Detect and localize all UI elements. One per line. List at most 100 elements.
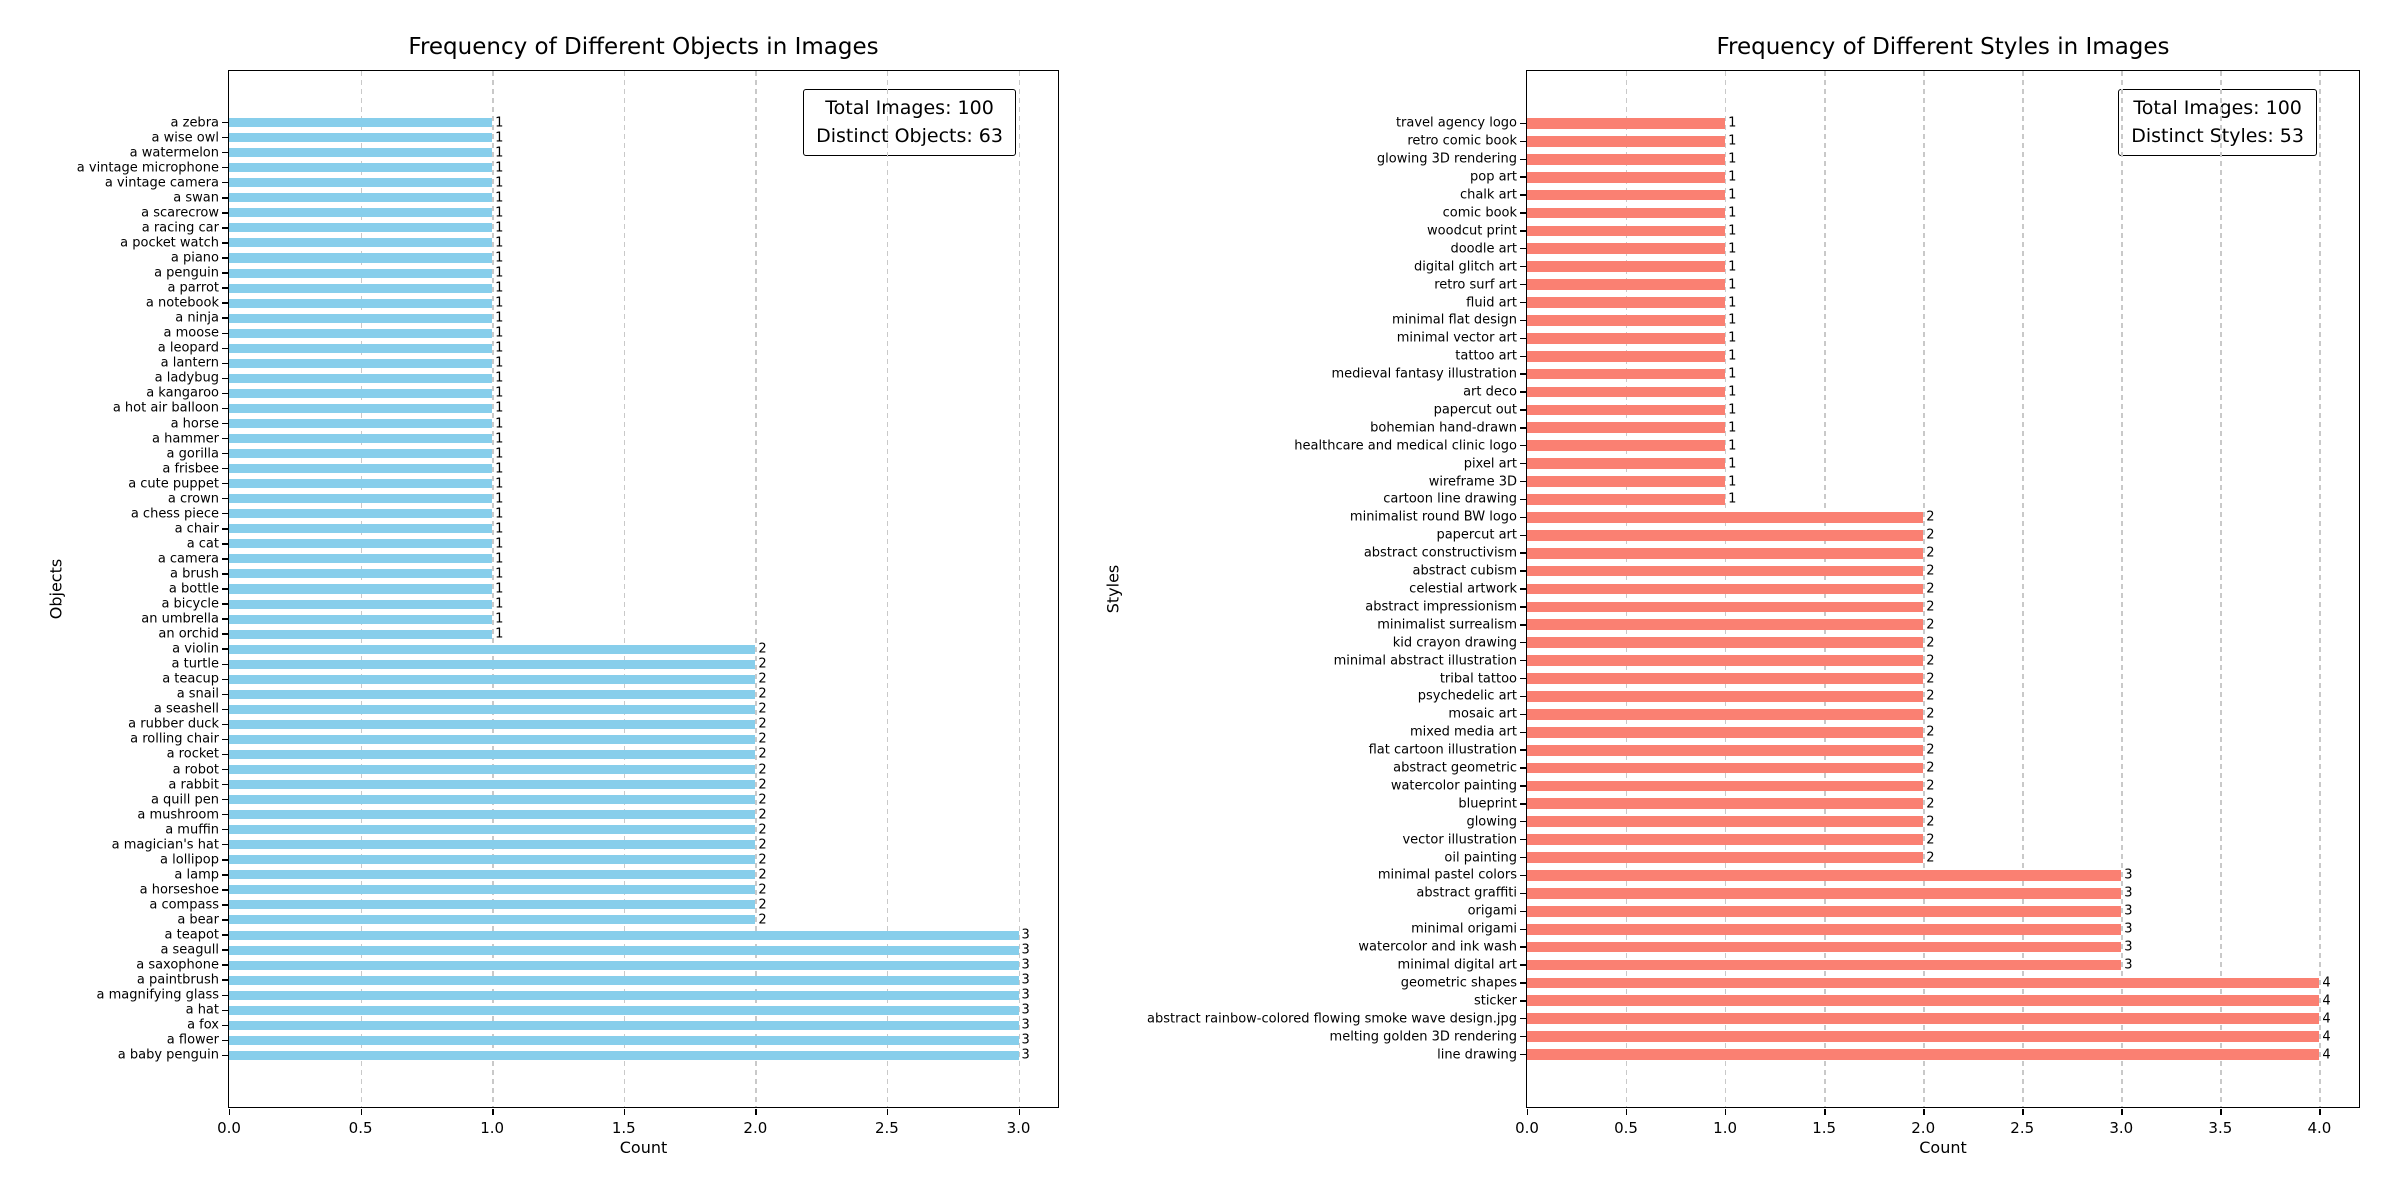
bar-value-label: 2 bbox=[1926, 760, 1935, 776]
bar bbox=[229, 885, 756, 895]
bar-value-label: 2 bbox=[1926, 545, 1935, 561]
y-tick-mark bbox=[222, 859, 228, 861]
y-tick-label: abstract geometric bbox=[1393, 760, 1517, 776]
bar bbox=[1527, 261, 1726, 273]
y-tick-mark bbox=[222, 708, 228, 711]
y-tick-label: a racing car bbox=[141, 220, 219, 236]
bar bbox=[229, 238, 493, 248]
bar bbox=[229, 749, 756, 759]
x-tick-label: 3.5 bbox=[2208, 1119, 2233, 1137]
bar bbox=[1527, 494, 1726, 505]
y-tick-mark bbox=[1520, 140, 1526, 143]
bar-value-label: 1 bbox=[1728, 259, 1737, 275]
x-axis-label: Count bbox=[1919, 1138, 1967, 1157]
bar-value-label: 1 bbox=[495, 205, 504, 221]
bar bbox=[229, 659, 756, 669]
annotation-box: Total Images: 100 Distinct Objects: 63 bbox=[803, 89, 1016, 157]
x-tick-label: 0.5 bbox=[348, 1119, 373, 1137]
y-tick-mark bbox=[1520, 516, 1526, 519]
bar-value-label: 1 bbox=[495, 431, 504, 447]
y-tick-mark bbox=[1520, 803, 1526, 805]
x-tick-label: 1.0 bbox=[1713, 1119, 1738, 1137]
bar-value-label: 1 bbox=[1728, 205, 1737, 221]
y-tick-label: a zebra bbox=[170, 115, 219, 131]
x-tick-mark bbox=[1824, 1108, 1826, 1115]
y-tick-mark bbox=[1520, 588, 1526, 590]
bar bbox=[229, 434, 493, 444]
bar-value-label: 2 bbox=[758, 701, 767, 717]
plot-area bbox=[227, 69, 1059, 1108]
y-tick-mark bbox=[1520, 122, 1526, 125]
bar bbox=[229, 148, 493, 158]
y-tick-mark bbox=[222, 332, 228, 334]
bar bbox=[229, 1020, 1019, 1030]
y-tick-mark bbox=[222, 136, 228, 139]
bar-value-label: 2 bbox=[1926, 832, 1935, 848]
bar-value-label: 2 bbox=[758, 852, 767, 868]
y-tick-label: a rocket bbox=[166, 746, 219, 762]
y-tick-label: a parrot bbox=[167, 280, 219, 296]
x-tick-mark bbox=[2022, 1108, 2024, 1115]
y-tick-label: kid crayon drawing bbox=[1392, 635, 1517, 651]
y-tick-label: glowing 3D rendering bbox=[1376, 151, 1517, 167]
bar bbox=[229, 163, 493, 173]
y-tick-label: minimal pastel colors bbox=[1377, 867, 1517, 883]
bar bbox=[1527, 834, 1924, 846]
bar-value-label: 2 bbox=[758, 671, 767, 687]
y-tick-mark bbox=[1520, 946, 1526, 948]
bar bbox=[229, 915, 756, 925]
bar bbox=[1527, 762, 1924, 774]
y-tick-mark bbox=[222, 167, 228, 169]
bar-value-label: 1 bbox=[495, 416, 504, 431]
bar bbox=[229, 780, 756, 790]
bar bbox=[1527, 368, 1726, 380]
bar bbox=[1527, 852, 1924, 863]
y-tick-mark bbox=[1520, 910, 1526, 912]
annotation-distinct-count: Distinct Objects: 63 bbox=[816, 124, 1003, 147]
plot-area bbox=[1525, 69, 2360, 1108]
gridline bbox=[2319, 71, 2321, 1107]
y-tick-label: retro surf art bbox=[1434, 277, 1517, 293]
y-tick-label: papercut out bbox=[1433, 402, 1517, 418]
x-tick-label: 1.5 bbox=[1812, 1119, 1837, 1137]
annotation-total-images: Total Images: 100 bbox=[2133, 97, 2302, 119]
y-tick-label: a notebook bbox=[145, 295, 219, 311]
y-tick-mark bbox=[1520, 767, 1526, 769]
y-tick-label: a horse bbox=[170, 416, 219, 431]
bar-value-label: 2 bbox=[758, 762, 767, 778]
bar-value-label: 2 bbox=[1926, 527, 1935, 543]
bar-value-label: 3 bbox=[1021, 1047, 1030, 1063]
bar bbox=[1527, 1049, 2320, 1060]
bar-value-label: 1 bbox=[495, 506, 504, 522]
bar bbox=[229, 118, 493, 128]
bar-value-label: 1 bbox=[495, 130, 504, 146]
x-tick-label: 1.5 bbox=[611, 1119, 636, 1137]
bar-value-label: 1 bbox=[495, 310, 504, 326]
x-tick-label: 0.5 bbox=[1614, 1119, 1638, 1137]
y-tick-label: a ladybug bbox=[154, 370, 219, 386]
bar bbox=[229, 268, 493, 278]
bar bbox=[1527, 780, 1924, 792]
y-tick-label: minimal flat design bbox=[1391, 312, 1517, 328]
bar bbox=[229, 524, 493, 534]
y-tick-mark bbox=[1520, 1053, 1526, 1056]
y-tick-label: papercut art bbox=[1436, 527, 1517, 543]
bar-value-label: 1 bbox=[1728, 169, 1737, 185]
bar-value-label: 1 bbox=[495, 295, 504, 311]
bar-value-label: 2 bbox=[758, 867, 767, 883]
y-tick-mark bbox=[1520, 283, 1526, 286]
y-tick-label: mixed media art bbox=[1410, 724, 1517, 740]
gridline bbox=[492, 71, 494, 1107]
x-tick-label: 3.0 bbox=[2109, 1119, 2134, 1137]
bar bbox=[1527, 798, 1924, 810]
y-tick-label: a robot bbox=[172, 762, 219, 778]
bar-value-label: 1 bbox=[1728, 312, 1737, 328]
x-tick-label: 0.0 bbox=[1515, 1119, 1539, 1137]
bar bbox=[1527, 744, 1924, 756]
bar bbox=[1527, 691, 1924, 702]
y-tick-mark bbox=[1520, 266, 1526, 268]
y-tick-mark bbox=[222, 919, 228, 921]
y-tick-label: a baby penguin bbox=[117, 1047, 219, 1063]
y-tick-label: minimalist surrealism bbox=[1377, 617, 1517, 633]
y-tick-label: cartoon line drawing bbox=[1383, 491, 1517, 507]
